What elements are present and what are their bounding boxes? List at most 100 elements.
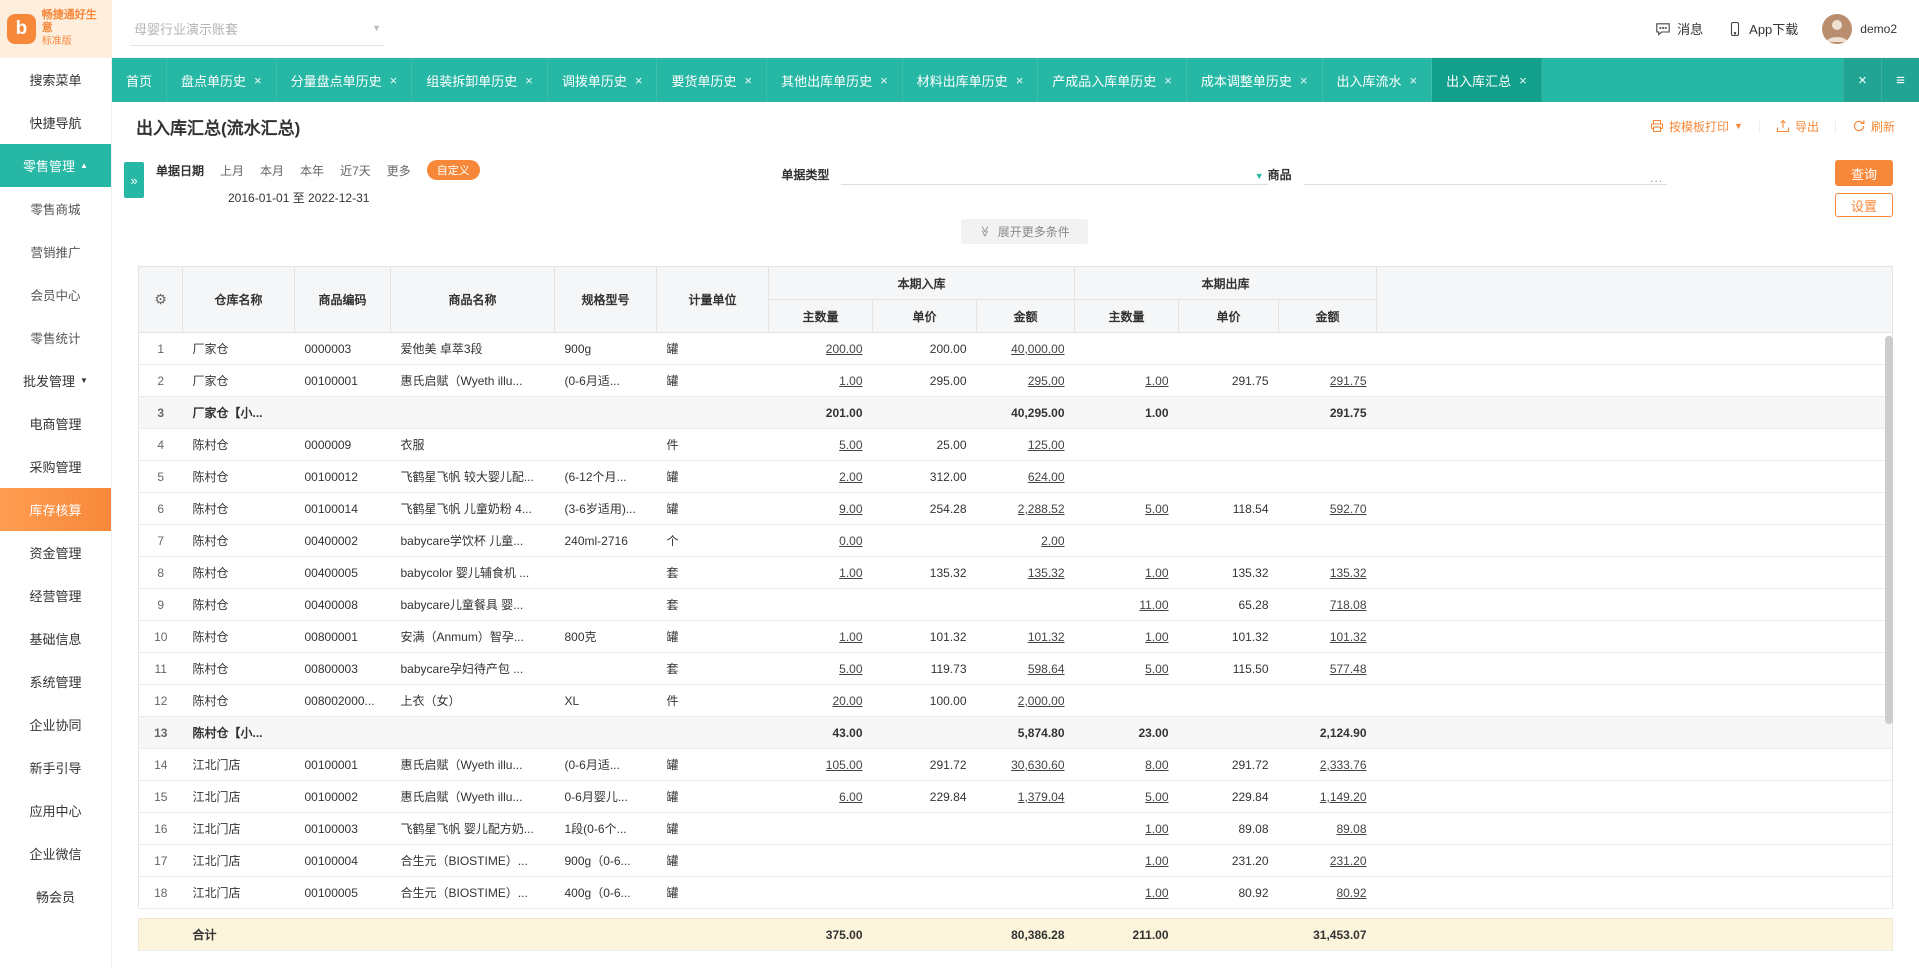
doc-type-select[interactable]: ▼ xyxy=(841,163,1268,185)
cell-out-amount-link[interactable]: 718.08 xyxy=(1329,597,1367,612)
tab[interactable]: 其他出库单历史 × xyxy=(767,58,903,102)
cell-out-qty-link[interactable]: 5.00 xyxy=(1145,789,1169,804)
sidebar-item-sub[interactable]: 营销推广 xyxy=(0,230,111,273)
cell-in-qty-link[interactable]: 9.00 xyxy=(839,501,863,516)
cell-out-qty-link[interactable]: 1.00 xyxy=(1145,821,1169,836)
cell-in-amount-link[interactable]: 1,379.04 xyxy=(1017,789,1065,804)
cell-out-qty-link[interactable]: 5.00 xyxy=(1145,661,1169,676)
cell-out-amount-link[interactable]: 231.20 xyxy=(1329,853,1367,868)
table-row[interactable]: 3 厂家仓【小... 201.00 40,295.00 1.00 291.75 xyxy=(138,396,1893,429)
table-row[interactable]: 9 陈村仓 00400008 babycare儿童餐具 婴... 套 11.00 65.28… xyxy=(138,588,1893,621)
table-row[interactable]: 15 江北门店 00100002 惠氏启赋（Wyeth illu... 0-6月婴儿..… xyxy=(138,780,1893,813)
cell-in-amount-link[interactable]: 2.00 xyxy=(1041,533,1065,548)
app-logo[interactable]: b 畅捷通好生意 标准版 xyxy=(0,0,112,57)
cell-in-qty-link[interactable]: 1.00 xyxy=(839,629,863,644)
cell-out-qty-link[interactable]: 1.00 xyxy=(1145,885,1169,900)
cell-out-qty-link[interactable]: 1.00 xyxy=(1145,629,1169,644)
sidebar-item-item[interactable]: 新手引导 xyxy=(0,746,111,789)
cell-in-qty-link[interactable]: 5.00 xyxy=(839,437,863,452)
sidebar-item-sub[interactable]: 会员中心 xyxy=(0,273,111,316)
cell-in-amount-link[interactable]: 2,288.52 xyxy=(1017,501,1065,516)
cell-in-amount-link[interactable]: 598.64 xyxy=(1027,661,1065,676)
query-button[interactable]: 查询 xyxy=(1835,160,1893,186)
sidebar-item-sub[interactable]: 零售商城 xyxy=(0,187,111,230)
date-quick-more[interactable]: 更多 xyxy=(386,163,411,178)
table-row[interactable]: 4 陈村仓 0000009 衣服 件 5.00 25.00 125.00 xyxy=(138,428,1893,461)
date-range-value[interactable]: 2016-01-01 至 2022-12-31 xyxy=(228,191,370,205)
tab[interactable]: 组装拆卸单历史 × xyxy=(412,58,548,102)
export-button[interactable]: 导出 xyxy=(1776,118,1819,135)
cell-in-amount-link[interactable]: 30,630.60 xyxy=(1011,757,1065,772)
cell-out-qty-link[interactable]: 11.00 xyxy=(1139,597,1169,612)
table-row[interactable]: 18 江北门店 00100005 合生元（BIOSTIME）... 400g（0-6..… xyxy=(138,876,1893,909)
sidebar-item-item[interactable]: 电商管理 xyxy=(0,402,111,445)
table-row[interactable]: 6 陈村仓 00100014 飞鹤星飞帆 儿童奶粉 4... (3-6岁适用)... 罐 9… xyxy=(138,492,1893,525)
cell-in-qty-link[interactable]: 6.00 xyxy=(839,789,863,804)
tab[interactable]: 成本调整单历史 × xyxy=(1187,58,1323,102)
tab-close-icon[interactable]: × xyxy=(389,72,398,88)
table-row[interactable]: 17 江北门店 00100004 合生元（BIOSTIME）... 900g（0-6..… xyxy=(138,844,1893,877)
date-quick-last-month[interactable]: 上月 xyxy=(220,163,245,178)
sidebar-item-item[interactable]: 企业微信 xyxy=(0,832,111,875)
product-input[interactable]: ... xyxy=(1303,163,1668,185)
cell-in-qty-link[interactable]: 1.00 xyxy=(839,373,863,388)
tab[interactable]: 材料出库单历史 × xyxy=(903,58,1039,102)
cell-in-qty-link[interactable]: 5.00 xyxy=(839,661,863,676)
sidebar-item-active[interactable]: 库存核算 xyxy=(0,488,111,531)
messages-button[interactable]: 消息 xyxy=(1655,19,1703,38)
sidebar-item-item[interactable]: 基础信息 xyxy=(0,617,111,660)
tab-close-icon[interactable]: × xyxy=(1015,72,1024,88)
table-row[interactable]: 13 陈村仓【小... 43.00 5,874.80 23.00 2,124.90 xyxy=(138,716,1893,749)
refresh-button[interactable]: 刷新 xyxy=(1852,118,1895,135)
close-all-tabs-button[interactable]: × xyxy=(1843,58,1881,102)
table-row[interactable]: 11 陈村仓 00800003 babycare孕妇待产包 ... 套 5.00 119.7… xyxy=(138,652,1893,685)
cell-out-amount-link[interactable]: 291.75 xyxy=(1329,373,1367,388)
cell-out-qty-link[interactable]: 1.00 xyxy=(1145,373,1169,388)
tab-list-button[interactable]: ≡ xyxy=(1881,58,1919,102)
cell-out-amount-link[interactable]: 135.32 xyxy=(1329,565,1367,580)
table-row[interactable]: 1 厂家仓 0000003 爱他美 卓萃3段 900g 罐 200.00 200.00 40,0… xyxy=(138,332,1893,365)
tab[interactable]: 分量盘点单历史 × xyxy=(277,58,413,102)
more-options-icon[interactable]: ... xyxy=(1650,171,1664,185)
cell-in-amount-link[interactable]: 135.32 xyxy=(1027,565,1065,580)
cell-in-amount-link[interactable]: 40,000.00 xyxy=(1011,341,1065,356)
cell-in-qty-link[interactable]: 200.00 xyxy=(825,341,863,356)
sidebar-item-item[interactable]: 企业协同 xyxy=(0,703,111,746)
date-quick-this-year[interactable]: 本年 xyxy=(300,163,325,178)
sidebar-item-item[interactable]: 批发管理 ▼ xyxy=(0,359,111,402)
collapse-filter-button[interactable]: » xyxy=(124,162,144,198)
sidebar-item-item[interactable]: 经营管理 xyxy=(0,574,111,617)
tab[interactable]: 要货单历史 × xyxy=(657,58,768,102)
cell-in-amount-link[interactable]: 624.00 xyxy=(1027,469,1065,484)
sidebar-item-item[interactable]: 快捷导航 xyxy=(0,101,111,144)
custom-date-badge[interactable]: 自定义 xyxy=(426,160,480,180)
cell-in-qty-link[interactable]: 105.00 xyxy=(825,757,863,772)
cell-out-qty-link[interactable]: 1.00 xyxy=(1145,565,1169,580)
tab-close-icon[interactable]: × xyxy=(634,72,643,88)
vertical-scrollbar[interactable] xyxy=(1885,336,1893,724)
tab-close-icon[interactable]: × xyxy=(1164,72,1172,88)
user-menu[interactable]: demo2 xyxy=(1822,13,1897,44)
cell-out-qty-link[interactable]: 5.00 xyxy=(1145,501,1169,516)
tab-close-icon[interactable]: × xyxy=(880,72,888,88)
sidebar-item-item[interactable]: 搜索菜单 xyxy=(0,58,111,101)
cell-out-qty-link[interactable]: 1.00 xyxy=(1145,853,1169,868)
sidebar-item-item[interactable]: 系统管理 xyxy=(0,660,111,703)
settings-button[interactable]: 设置 xyxy=(1835,193,1893,217)
sidebar-item-sub[interactable]: 零售统计 xyxy=(0,316,111,359)
tab-close-icon[interactable]: × xyxy=(744,72,753,88)
cell-in-qty-link[interactable]: 2.00 xyxy=(839,469,863,484)
cell-out-qty-link[interactable]: 8.00 xyxy=(1145,757,1169,772)
tab[interactable]: 盘点单历史 × xyxy=(167,58,277,102)
date-quick-this-month[interactable]: 本月 xyxy=(260,163,285,178)
app-download-button[interactable]: App下载 xyxy=(1727,19,1798,38)
tab-close-icon[interactable]: × xyxy=(254,72,262,88)
table-row[interactable]: 10 陈村仓 00800001 安满（Anmum）智孕... 800克罐 1.00 101.… xyxy=(138,620,1893,653)
sidebar-item-item[interactable]: 应用中心 xyxy=(0,789,111,832)
tab-close-icon[interactable]: × xyxy=(525,72,533,88)
cell-out-amount-link[interactable]: 89.08 xyxy=(1336,821,1367,836)
table-row[interactable]: 12 陈村仓 008002000... 上衣（女） XL 件 20.00 100.00 2,00… xyxy=(138,684,1893,717)
cell-out-amount-link[interactable]: 592.70 xyxy=(1329,501,1367,516)
account-select[interactable]: 母婴行业演示账套 ▼ xyxy=(130,12,385,46)
table-row[interactable]: 8 陈村仓 00400005 babycolor 婴儿辅食机 ... 套 1.00 135.… xyxy=(138,556,1893,589)
